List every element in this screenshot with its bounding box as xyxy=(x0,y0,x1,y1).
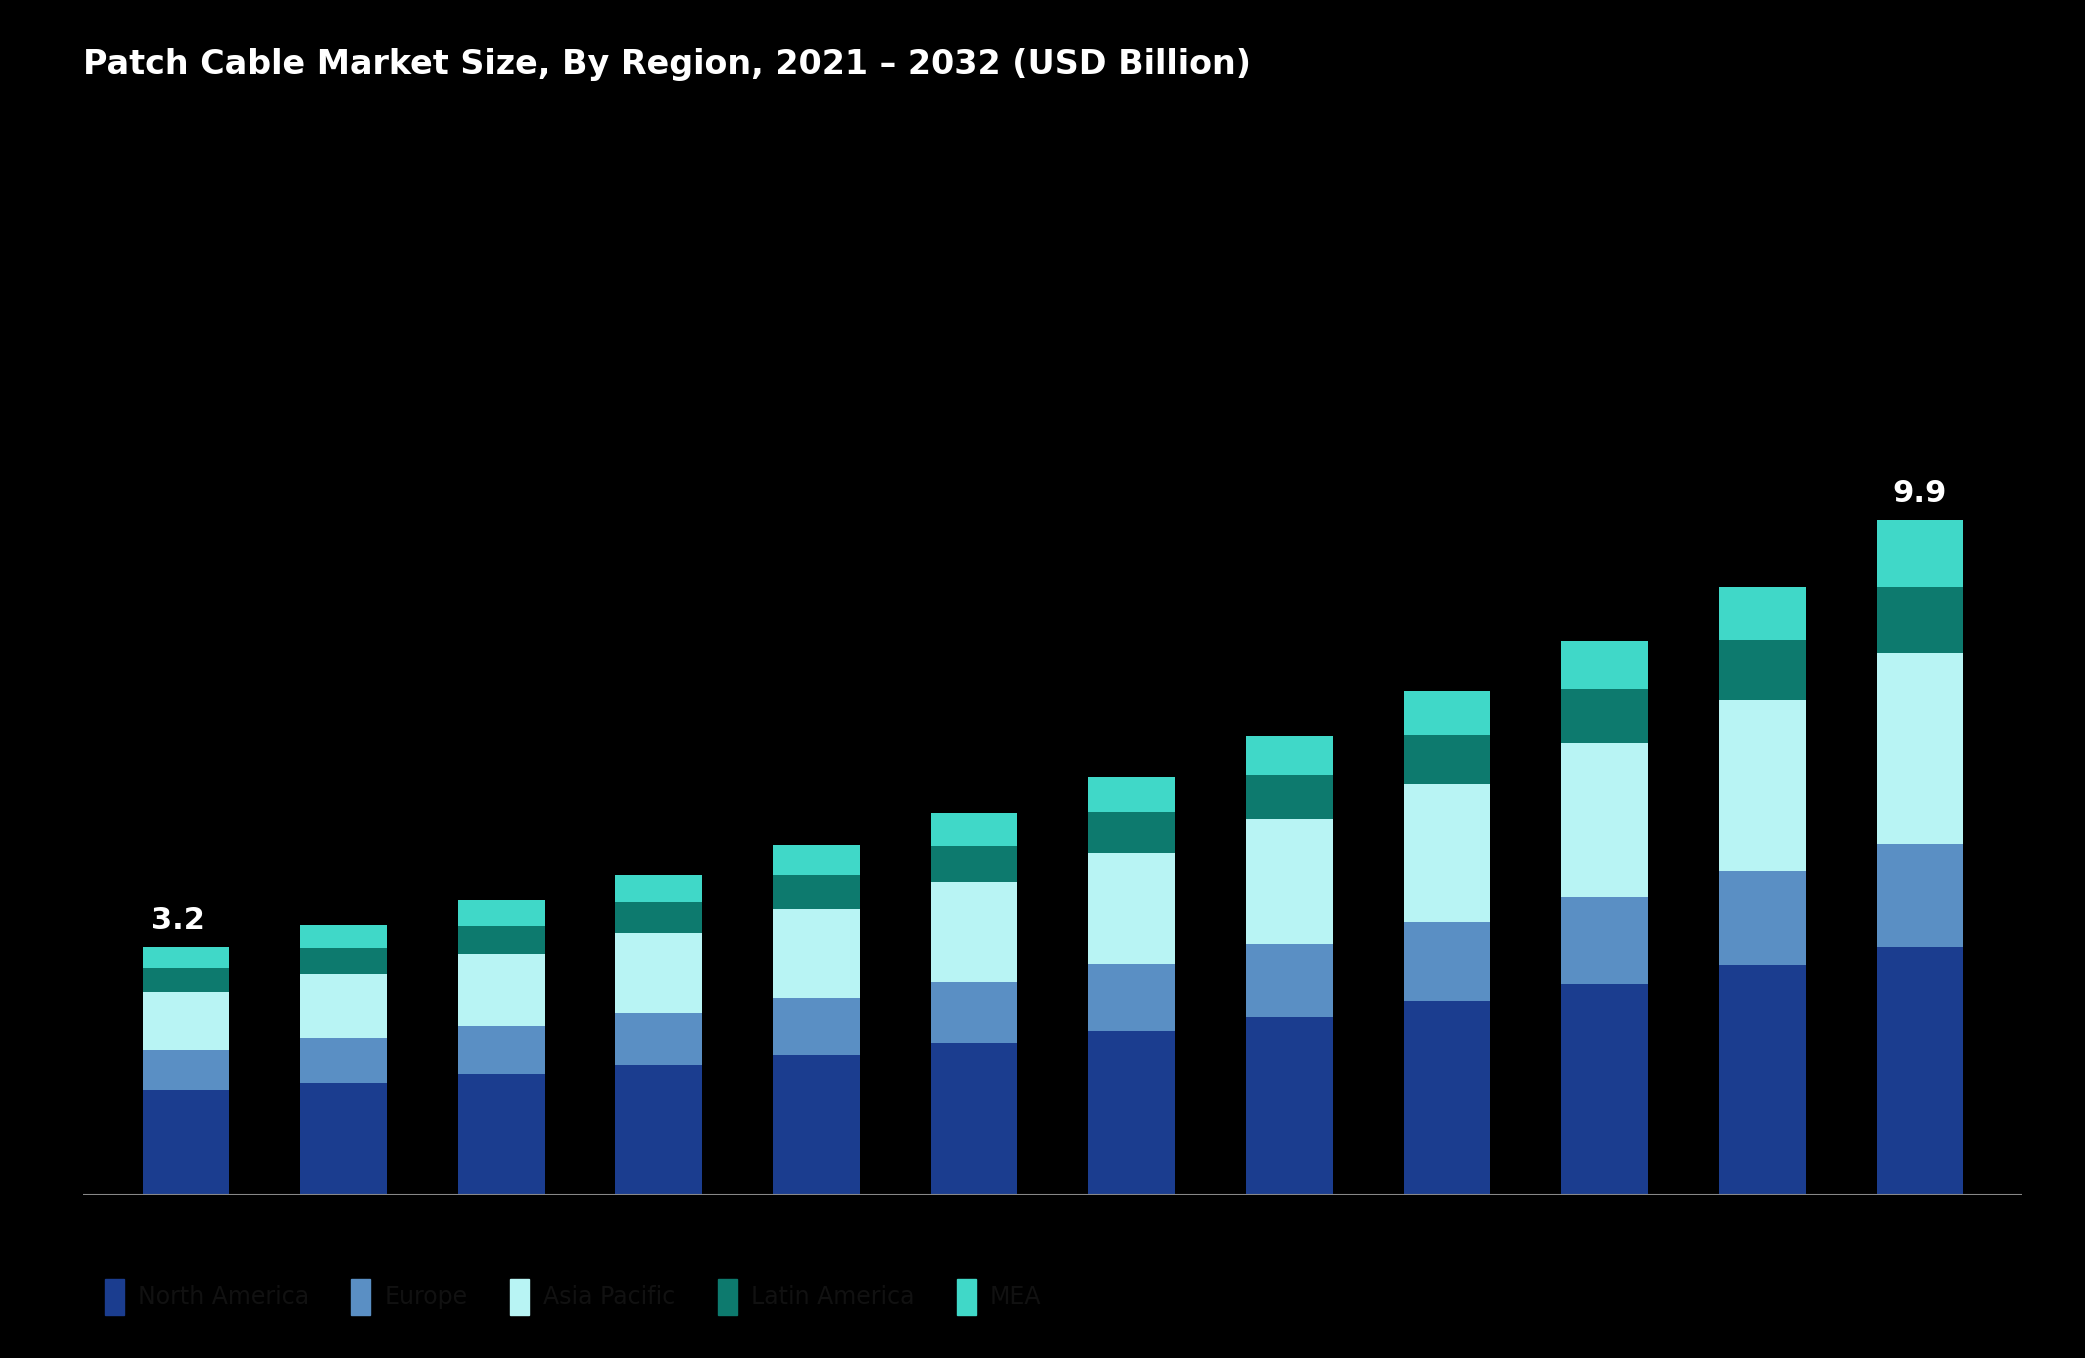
Bar xyxy=(300,974,388,1039)
Bar xyxy=(1247,944,1332,1017)
Bar xyxy=(459,926,544,953)
Bar xyxy=(1403,691,1491,735)
Bar xyxy=(1247,736,1332,775)
Bar xyxy=(615,875,703,903)
Bar xyxy=(142,1090,229,1195)
Bar xyxy=(930,982,1017,1043)
Bar xyxy=(1562,743,1647,898)
Bar xyxy=(142,947,229,968)
Bar xyxy=(300,1082,388,1195)
Text: Patch Cable Market Size, By Region, 2021 – 2032 (USD Billion): Patch Cable Market Size, By Region, 2021… xyxy=(83,48,1251,81)
Bar xyxy=(1876,520,1964,588)
Bar xyxy=(1876,588,1964,653)
Text: 3.2: 3.2 xyxy=(150,906,204,936)
Bar xyxy=(142,968,229,991)
Bar xyxy=(1562,898,1647,985)
Bar xyxy=(615,933,703,1013)
Bar xyxy=(459,1025,544,1074)
Bar xyxy=(1088,1031,1176,1195)
Bar xyxy=(1718,588,1806,640)
Text: 9.9: 9.9 xyxy=(1893,479,1947,508)
Bar xyxy=(615,903,703,933)
Bar xyxy=(1088,777,1176,812)
Bar xyxy=(774,876,859,909)
Bar xyxy=(930,813,1017,846)
Bar xyxy=(300,948,388,974)
Bar xyxy=(1247,775,1332,819)
Bar xyxy=(774,845,859,876)
Bar xyxy=(1876,843,1964,947)
Bar xyxy=(459,953,544,1025)
Bar xyxy=(142,991,229,1050)
Bar xyxy=(930,846,1017,883)
Bar xyxy=(615,1065,703,1195)
Bar xyxy=(1247,819,1332,944)
Bar xyxy=(1403,1001,1491,1195)
Bar xyxy=(1876,947,1964,1195)
Bar xyxy=(142,1050,229,1090)
Bar xyxy=(615,1013,703,1065)
Bar xyxy=(1718,699,1806,870)
Bar xyxy=(1718,640,1806,699)
Bar xyxy=(1088,853,1176,964)
Bar xyxy=(1088,812,1176,853)
Legend: North America, Europe, Asia Pacific, Latin America, MEA: North America, Europe, Asia Pacific, Lat… xyxy=(96,1270,1051,1324)
Bar xyxy=(459,1074,544,1195)
Bar xyxy=(1562,641,1647,689)
Bar xyxy=(300,1039,388,1082)
Bar xyxy=(1718,870,1806,966)
Bar xyxy=(1088,964,1176,1031)
Bar xyxy=(1403,922,1491,1001)
Bar xyxy=(774,998,859,1055)
Bar xyxy=(930,1043,1017,1195)
Bar xyxy=(930,883,1017,982)
Bar xyxy=(1403,784,1491,922)
Bar xyxy=(459,900,544,926)
Bar xyxy=(300,925,388,948)
Bar xyxy=(774,909,859,998)
Bar xyxy=(1247,1017,1332,1195)
Bar xyxy=(774,1055,859,1195)
Bar xyxy=(1718,966,1806,1195)
Bar xyxy=(1562,689,1647,743)
Bar xyxy=(1562,985,1647,1195)
Bar xyxy=(1876,653,1964,843)
Bar xyxy=(1403,735,1491,784)
